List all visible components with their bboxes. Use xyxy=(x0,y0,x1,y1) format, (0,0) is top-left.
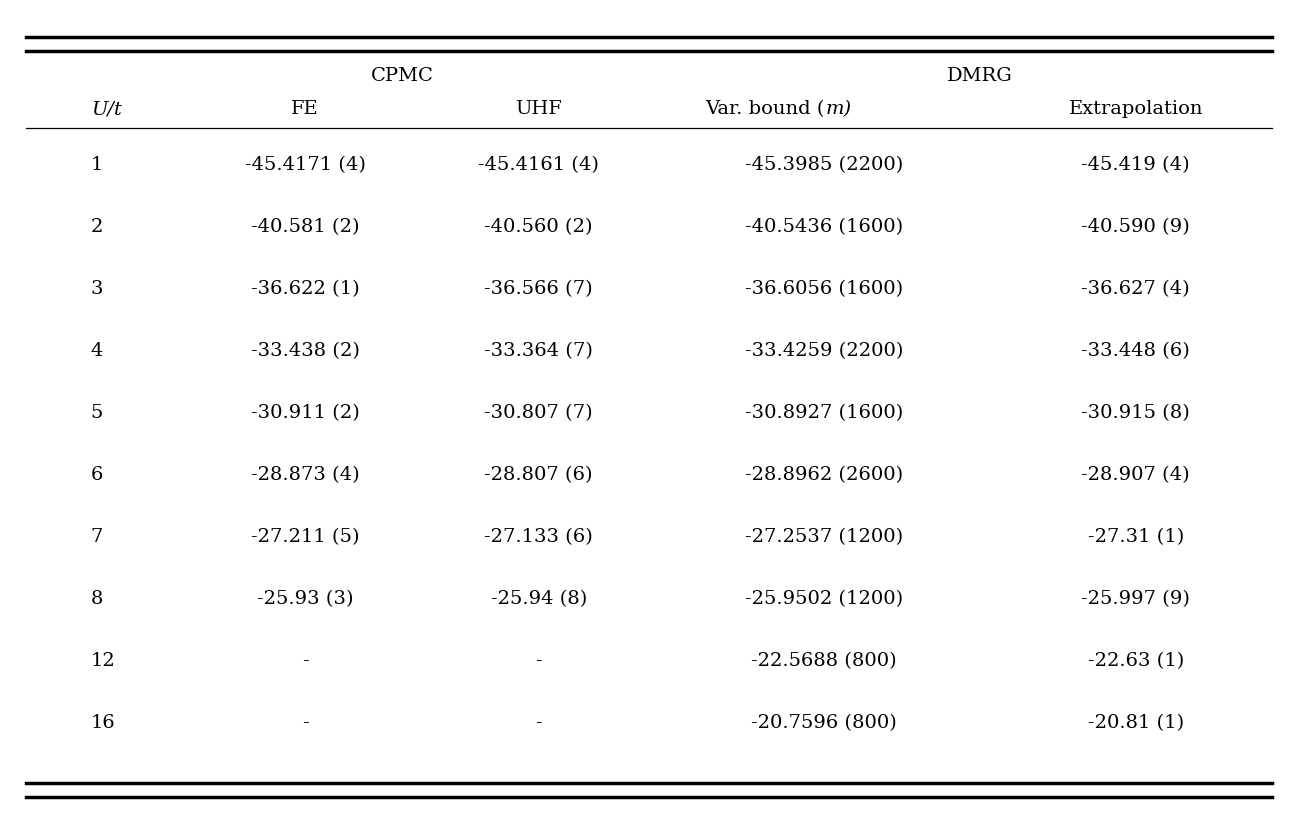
Text: -36.622 (1): -36.622 (1) xyxy=(251,280,360,298)
Text: -: - xyxy=(301,652,309,670)
Text: Var. bound (: Var. bound ( xyxy=(705,100,824,118)
Text: m): m) xyxy=(826,100,851,118)
Text: -40.560 (2): -40.560 (2) xyxy=(484,218,593,236)
Text: -: - xyxy=(301,714,309,732)
Text: -25.93 (3): -25.93 (3) xyxy=(257,590,353,608)
Text: -30.915 (8): -30.915 (8) xyxy=(1081,404,1190,422)
Text: CPMC: CPMC xyxy=(371,67,434,85)
Text: -36.566 (7): -36.566 (7) xyxy=(484,280,593,298)
Text: -30.8927 (1600): -30.8927 (1600) xyxy=(745,404,903,422)
Text: Extrapolation: Extrapolation xyxy=(1068,100,1203,118)
Text: -27.211 (5): -27.211 (5) xyxy=(251,528,360,546)
Text: -28.873 (4): -28.873 (4) xyxy=(251,466,360,484)
Text: -: - xyxy=(535,652,543,670)
Text: 16: 16 xyxy=(91,714,116,732)
Text: -25.9502 (1200): -25.9502 (1200) xyxy=(745,590,903,608)
Text: -40.581 (2): -40.581 (2) xyxy=(251,218,360,236)
Text: -27.31 (1): -27.31 (1) xyxy=(1088,528,1184,546)
Text: 1: 1 xyxy=(91,156,104,174)
Text: -36.627 (4): -36.627 (4) xyxy=(1081,280,1190,298)
Text: -33.438 (2): -33.438 (2) xyxy=(251,342,360,360)
Text: -30.807 (7): -30.807 (7) xyxy=(484,404,593,422)
Text: U/t: U/t xyxy=(91,100,122,118)
Text: 8: 8 xyxy=(91,590,104,608)
Text: -25.997 (9): -25.997 (9) xyxy=(1081,590,1190,608)
Text: FE: FE xyxy=(291,100,319,118)
Text: -27.133 (6): -27.133 (6) xyxy=(484,528,593,546)
Text: -45.3985 (2200): -45.3985 (2200) xyxy=(745,156,903,174)
Text: -40.5436 (1600): -40.5436 (1600) xyxy=(745,218,903,236)
Text: -45.4161 (4): -45.4161 (4) xyxy=(478,156,600,174)
Text: 12: 12 xyxy=(91,652,116,670)
Text: -30.911 (2): -30.911 (2) xyxy=(251,404,360,422)
Text: -27.2537 (1200): -27.2537 (1200) xyxy=(745,528,903,546)
Text: -45.419 (4): -45.419 (4) xyxy=(1081,156,1190,174)
Text: -45.4171 (4): -45.4171 (4) xyxy=(244,156,366,174)
Text: -28.907 (4): -28.907 (4) xyxy=(1081,466,1190,484)
Text: -40.590 (9): -40.590 (9) xyxy=(1081,218,1190,236)
Text: -: - xyxy=(535,714,543,732)
Text: 7: 7 xyxy=(91,528,104,546)
Text: -20.7596 (800): -20.7596 (800) xyxy=(752,714,897,732)
Text: -33.448 (6): -33.448 (6) xyxy=(1081,342,1190,360)
Text: -28.807 (6): -28.807 (6) xyxy=(484,466,593,484)
Text: -20.81 (1): -20.81 (1) xyxy=(1088,714,1184,732)
Text: 4: 4 xyxy=(91,342,104,360)
Text: -28.8962 (2600): -28.8962 (2600) xyxy=(745,466,903,484)
Text: -36.6056 (1600): -36.6056 (1600) xyxy=(745,280,903,298)
Text: DMRG: DMRG xyxy=(948,67,1012,85)
Text: -33.4259 (2200): -33.4259 (2200) xyxy=(745,342,903,360)
Text: -22.63 (1): -22.63 (1) xyxy=(1088,652,1184,670)
Text: -25.94 (8): -25.94 (8) xyxy=(491,590,587,608)
Text: 5: 5 xyxy=(91,404,104,422)
Text: 6: 6 xyxy=(91,466,104,484)
Text: 3: 3 xyxy=(91,280,104,298)
Text: 2: 2 xyxy=(91,218,104,236)
Text: -33.364 (7): -33.364 (7) xyxy=(484,342,593,360)
Text: -22.5688 (800): -22.5688 (800) xyxy=(752,652,897,670)
Text: UHF: UHF xyxy=(515,100,562,118)
